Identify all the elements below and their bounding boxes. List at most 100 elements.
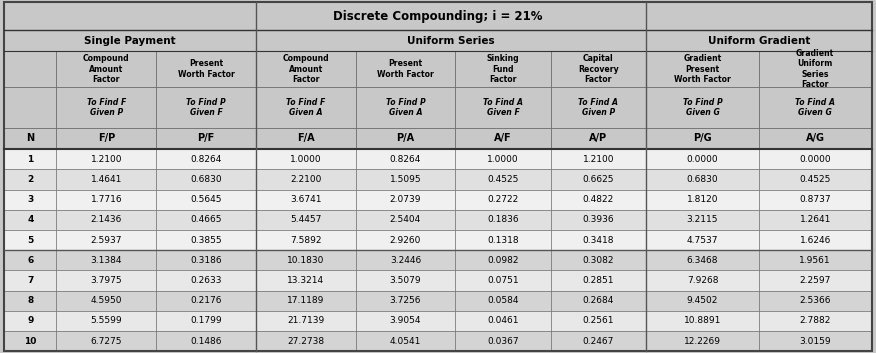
Bar: [646, 190, 759, 210]
Text: 0.1836: 0.1836: [487, 215, 519, 225]
Text: 1.0000: 1.0000: [487, 155, 519, 164]
Bar: [156, 230, 256, 250]
Text: To Find F
Given P: To Find F Given P: [87, 98, 126, 117]
Text: 2.9260: 2.9260: [390, 236, 421, 245]
Bar: [356, 149, 456, 169]
Bar: [456, 190, 551, 210]
Bar: [759, 149, 872, 169]
Bar: [4, 270, 56, 291]
Bar: [551, 311, 646, 331]
Text: 10.1830: 10.1830: [287, 256, 324, 265]
Bar: [256, 331, 356, 351]
Text: 0.1799: 0.1799: [190, 316, 222, 325]
Bar: [456, 250, 551, 270]
Bar: [551, 291, 646, 311]
Text: 0.0000: 0.0000: [687, 155, 718, 164]
Text: 2.7882: 2.7882: [800, 316, 831, 325]
Bar: [156, 250, 256, 270]
Text: 3.6741: 3.6741: [290, 195, 321, 204]
Bar: [156, 210, 256, 230]
Bar: [4, 210, 56, 230]
Bar: [56, 291, 156, 311]
Bar: [551, 169, 646, 190]
Text: 1.5095: 1.5095: [390, 175, 421, 184]
Bar: [456, 210, 551, 230]
Bar: [356, 270, 456, 291]
Bar: [4, 250, 56, 270]
Bar: [256, 88, 356, 127]
Text: 1.2100: 1.2100: [90, 155, 122, 164]
Text: 0.2176: 0.2176: [190, 296, 222, 305]
Text: 0.2722: 0.2722: [487, 195, 519, 204]
Bar: [256, 169, 356, 190]
Text: 0.4665: 0.4665: [190, 215, 222, 225]
Text: 0.2851: 0.2851: [583, 276, 614, 285]
Bar: [256, 270, 356, 291]
Text: Capital
Recovery
Factor: Capital Recovery Factor: [578, 54, 618, 84]
Bar: [646, 30, 872, 51]
Bar: [456, 51, 551, 88]
Bar: [551, 331, 646, 351]
Bar: [256, 190, 356, 210]
Bar: [4, 88, 56, 127]
Bar: [256, 30, 646, 51]
Bar: [56, 230, 156, 250]
Text: 6.7275: 6.7275: [90, 337, 122, 346]
Text: 27.2738: 27.2738: [287, 337, 324, 346]
Bar: [646, 169, 759, 190]
Bar: [256, 311, 356, 331]
Text: 0.6830: 0.6830: [687, 175, 718, 184]
Bar: [56, 88, 156, 127]
Text: Compound
Amount
Factor: Compound Amount Factor: [83, 54, 130, 84]
Text: 5: 5: [27, 236, 33, 245]
Bar: [56, 270, 156, 291]
Text: F/P: F/P: [97, 133, 115, 143]
Text: 0.4525: 0.4525: [800, 175, 831, 184]
Bar: [456, 270, 551, 291]
Text: Present
Worth Factor: Present Worth Factor: [377, 59, 434, 79]
Text: N: N: [26, 133, 34, 143]
Bar: [356, 210, 456, 230]
Bar: [551, 149, 646, 169]
Text: 21.7139: 21.7139: [287, 316, 324, 325]
Text: 1.4641: 1.4641: [90, 175, 122, 184]
Text: 0.8737: 0.8737: [800, 195, 831, 204]
Bar: [456, 291, 551, 311]
Bar: [56, 149, 156, 169]
Text: 0.1486: 0.1486: [190, 337, 222, 346]
Bar: [356, 311, 456, 331]
Text: 1.2641: 1.2641: [800, 215, 831, 225]
Bar: [646, 250, 759, 270]
Text: 17.1189: 17.1189: [287, 296, 324, 305]
Bar: [759, 88, 872, 127]
Text: P/F: P/F: [197, 133, 215, 143]
Text: 0.4822: 0.4822: [583, 195, 614, 204]
Bar: [646, 270, 759, 291]
Text: Gradient
Uniform
Series
Factor: Gradient Uniform Series Factor: [796, 49, 834, 89]
Text: 13.3214: 13.3214: [287, 276, 324, 285]
Text: 2.5404: 2.5404: [390, 215, 421, 225]
Bar: [156, 149, 256, 169]
Bar: [356, 51, 456, 88]
Bar: [456, 230, 551, 250]
Text: 1.6246: 1.6246: [800, 236, 831, 245]
Bar: [56, 190, 156, 210]
Bar: [156, 169, 256, 190]
Bar: [551, 230, 646, 250]
Text: To Find A
Given F: To Find A Given F: [483, 98, 523, 117]
Bar: [256, 250, 356, 270]
Bar: [56, 311, 156, 331]
Bar: [456, 88, 551, 127]
Text: 0.0982: 0.0982: [487, 256, 519, 265]
Text: A/G: A/G: [806, 133, 824, 143]
Bar: [156, 331, 256, 351]
Bar: [56, 127, 156, 149]
Text: 0.0751: 0.0751: [487, 276, 519, 285]
Text: 4.5950: 4.5950: [90, 296, 122, 305]
Text: 0.4525: 0.4525: [487, 175, 519, 184]
Bar: [156, 88, 256, 127]
Text: 0.0367: 0.0367: [487, 337, 519, 346]
Bar: [256, 127, 356, 149]
Bar: [56, 169, 156, 190]
Bar: [759, 311, 872, 331]
